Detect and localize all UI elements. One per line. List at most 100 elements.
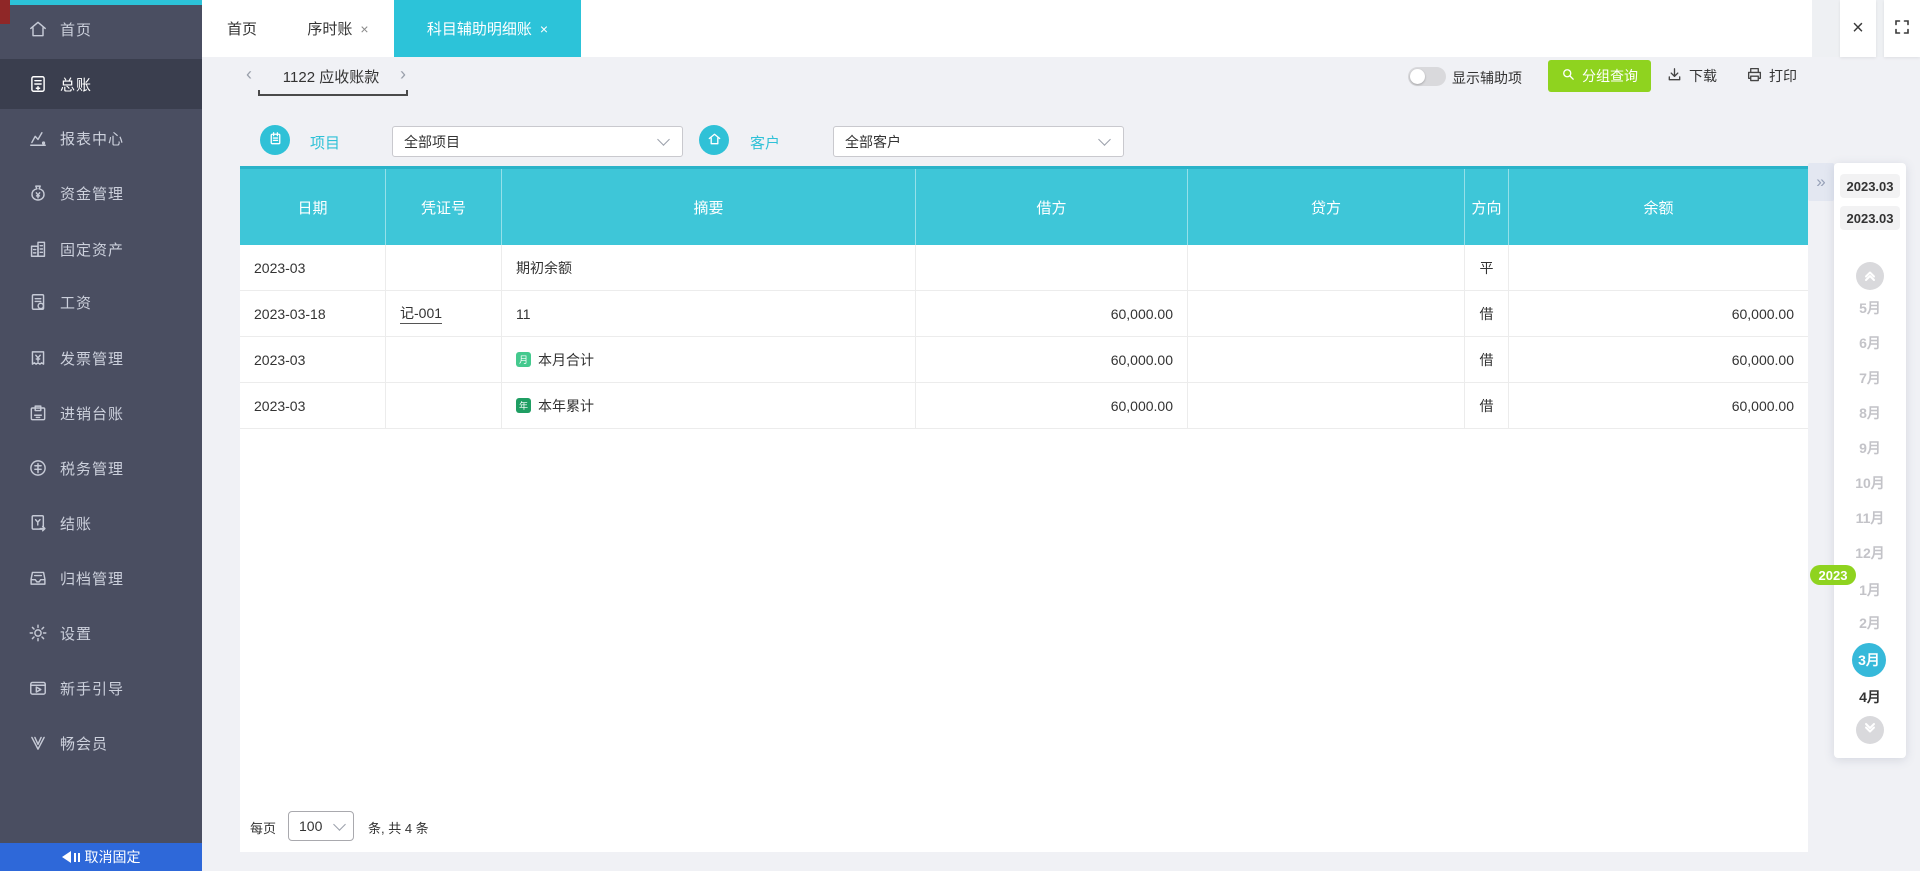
sidebar-item-label: 税务管理 bbox=[60, 460, 125, 478]
funds-icon bbox=[28, 183, 48, 203]
fullscreen-button[interactable] bbox=[1884, 0, 1920, 57]
sidebar-item-report-center[interactable]: 报表中心 bbox=[0, 113, 202, 163]
printer-icon bbox=[1746, 66, 1763, 86]
table-row: 2023-03 月本月合计 60,000.00 借 60,000.00 bbox=[240, 337, 1808, 383]
search-icon bbox=[1561, 67, 1576, 85]
scroll-months-down-button[interactable] bbox=[1856, 716, 1884, 744]
tab-home[interactable]: 首页 bbox=[218, 0, 266, 57]
month-item-3[interactable]: 3月 bbox=[1852, 643, 1886, 677]
month-item-9[interactable]: 9月 bbox=[1859, 440, 1881, 456]
sidebar-item-funds[interactable]: 资金管理 bbox=[0, 168, 202, 218]
period-panel-expander[interactable]: » bbox=[1808, 163, 1834, 201]
cell-debit: 60,000.00 bbox=[916, 383, 1188, 428]
print-button[interactable]: 打印 bbox=[1746, 60, 1797, 92]
tab-subject-auxiliary-detail[interactable]: 科目辅助明细账 × bbox=[394, 0, 581, 57]
cell-summary: 月本月合计 bbox=[502, 337, 916, 382]
sidebar-item-fixed-assets[interactable]: 固定资产 bbox=[0, 224, 202, 274]
year-total-icon: 年 bbox=[516, 398, 531, 413]
unpin-sidebar-button[interactable]: 取消固定 bbox=[0, 843, 202, 871]
year-badge: 2023 bbox=[1810, 565, 1856, 585]
sidebar-item-tax[interactable]: 税务管理 bbox=[0, 443, 202, 493]
cell-date: 2023-03 bbox=[240, 245, 386, 290]
sidebar-item-member[interactable]: 畅会员 bbox=[0, 718, 202, 768]
closing-icon bbox=[28, 513, 48, 533]
sidebar-item-inventory[interactable]: 进销台账 bbox=[0, 388, 202, 438]
tab-close-icon[interactable]: × bbox=[539, 20, 549, 37]
sidebar-item-archive[interactable]: 归档管理 bbox=[0, 553, 202, 603]
download-label: 下载 bbox=[1689, 68, 1717, 84]
sidebar-item-settings[interactable]: 设置 bbox=[0, 608, 202, 658]
voucher-link[interactable]: 记-001 bbox=[400, 303, 443, 324]
month-item-5[interactable]: 5月 bbox=[1859, 300, 1881, 316]
settings-icon bbox=[28, 623, 48, 643]
inventory-icon bbox=[28, 403, 48, 423]
cell-voucher bbox=[386, 337, 502, 382]
period-to-field[interactable]: 2023.03 bbox=[1840, 206, 1900, 230]
column-header-4: 借方 bbox=[916, 169, 1188, 245]
customer-filter-badge bbox=[699, 125, 729, 155]
scroll-months-up-button[interactable] bbox=[1856, 262, 1884, 290]
cell-summary: 11 bbox=[502, 291, 916, 336]
table-header-row: 日期 凭证号 摘要 借方 贷方 方向 余额 bbox=[240, 166, 1808, 245]
month-item-6[interactable]: 6月 bbox=[1859, 335, 1881, 351]
account-title[interactable]: 1122 应收账款 bbox=[282, 69, 380, 86]
tab-close-icon[interactable]: × bbox=[360, 20, 369, 37]
cell-direction: 借 bbox=[1465, 383, 1509, 428]
close-window-button[interactable]: × bbox=[1840, 0, 1876, 57]
month-item-4[interactable]: 4月 bbox=[1859, 689, 1881, 705]
sidebar-item-home[interactable]: 首页 bbox=[0, 4, 202, 54]
month-item-7[interactable]: 7月 bbox=[1859, 370, 1881, 386]
per-page-label: 每页 bbox=[250, 821, 277, 836]
cell-credit bbox=[1188, 245, 1465, 290]
sidebar-item-label: 归档管理 bbox=[60, 570, 125, 588]
double-chevron-down-icon bbox=[1862, 721, 1878, 740]
sidebar-item-label: 报表中心 bbox=[60, 130, 125, 148]
project-filter-select[interactable]: 全部项目 bbox=[392, 126, 683, 157]
per-page-value: 100 bbox=[299, 818, 323, 834]
sidebar-top-accent bbox=[10, 0, 202, 5]
sidebar-item-closing[interactable]: 结账 bbox=[0, 498, 202, 548]
table-row: 2023-03 年本年累计 60,000.00 借 60,000.00 bbox=[240, 383, 1808, 429]
account-title-underline bbox=[258, 90, 408, 96]
column-header-3: 摘要 bbox=[502, 169, 916, 245]
sidebar-item-general-ledger[interactable]: 总账 bbox=[0, 59, 202, 109]
per-page-select[interactable]: 100 bbox=[288, 811, 354, 841]
toggle-knob bbox=[1410, 69, 1425, 84]
month-item-8[interactable]: 8月 bbox=[1859, 405, 1881, 421]
cell-date: 2023-03 bbox=[240, 383, 386, 428]
tab-journal[interactable]: 序时账 × bbox=[288, 0, 388, 57]
chevron-down-icon bbox=[657, 133, 670, 146]
summary-text: 本年累计 bbox=[538, 397, 594, 414]
cell-debit: 60,000.00 bbox=[916, 291, 1188, 336]
cell-credit bbox=[1188, 337, 1465, 382]
show-auxiliary-toggle[interactable] bbox=[1408, 67, 1446, 86]
unpin-label: 取消固定 bbox=[84, 849, 141, 865]
sidebar-item-label: 固定资产 bbox=[60, 241, 125, 259]
sidebar-item-guide[interactable]: 新手引导 bbox=[0, 663, 202, 713]
chevron-down-icon bbox=[1098, 133, 1111, 146]
project-filter-label: 项目 bbox=[310, 135, 341, 152]
sidebar-item-label: 畅会员 bbox=[60, 735, 109, 753]
period-from-field[interactable]: 2023.03 bbox=[1840, 174, 1900, 198]
group-query-button[interactable]: 分组查询 bbox=[1548, 60, 1651, 92]
month-item-11[interactable]: 11月 bbox=[1855, 510, 1885, 526]
sidebar-item-label: 新手引导 bbox=[60, 680, 125, 698]
cell-credit bbox=[1188, 291, 1465, 336]
fullscreen-icon bbox=[1893, 18, 1911, 39]
next-account-button[interactable]: › bbox=[400, 64, 406, 84]
customer-filter-select[interactable]: 全部客户 bbox=[833, 126, 1124, 157]
prev-account-button[interactable]: ‹ bbox=[246, 64, 252, 84]
month-item-2[interactable]: 2月 bbox=[1859, 615, 1881, 631]
month-item-12[interactable]: 12月 bbox=[1855, 545, 1885, 561]
cell-balance bbox=[1509, 245, 1808, 290]
ledger-icon bbox=[28, 74, 48, 94]
cell-direction: 借 bbox=[1465, 291, 1509, 336]
download-button[interactable]: 下载 bbox=[1666, 60, 1717, 92]
sidebar-item-salary[interactable]: 工资 bbox=[0, 277, 202, 327]
group-query-label: 分组查询 bbox=[1582, 68, 1638, 84]
total-count-label: 条, 共 4 条 bbox=[368, 821, 429, 836]
month-item-10[interactable]: 10月 bbox=[1855, 475, 1885, 491]
sidebar-item-invoice[interactable]: 发票管理 bbox=[0, 333, 202, 383]
month-item-1[interactable]: 1月 bbox=[1859, 582, 1881, 598]
